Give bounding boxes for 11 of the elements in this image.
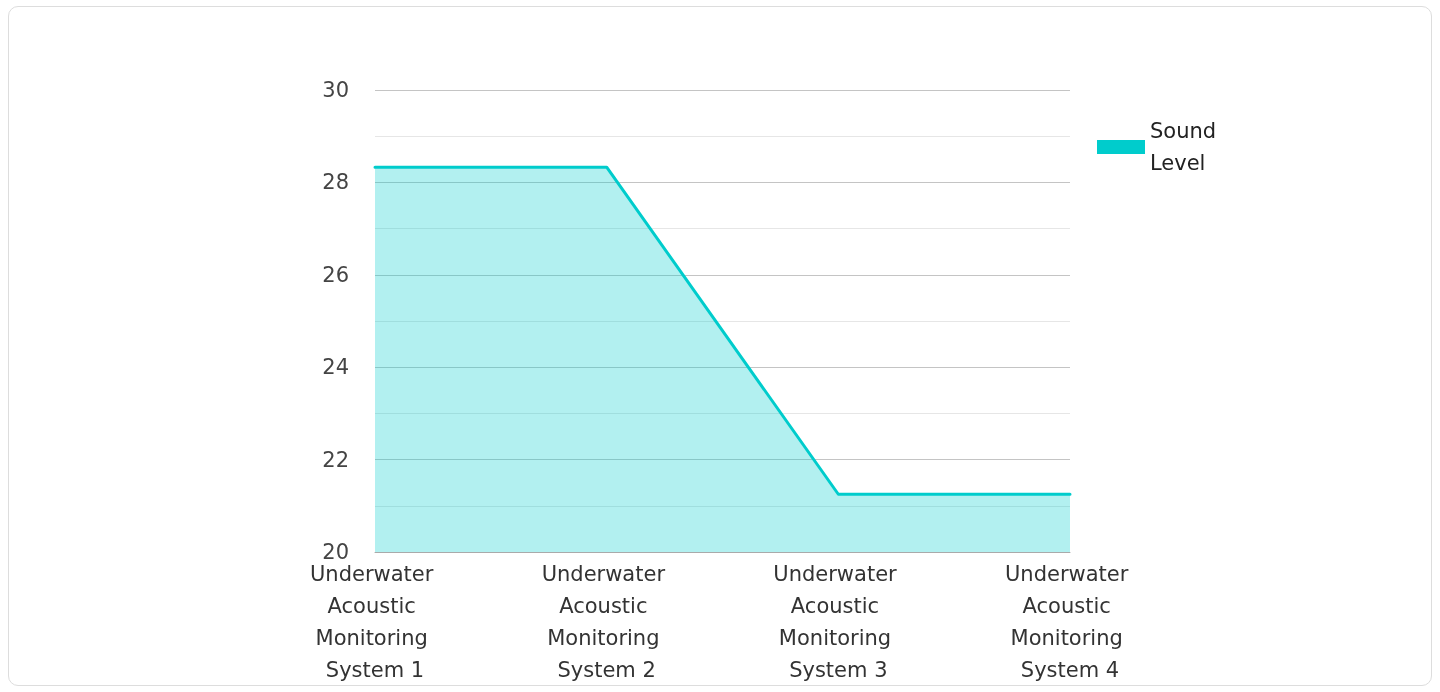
y-tick-label: 20 bbox=[322, 540, 349, 564]
x-tick-label: Underwater Acoustic Monitoring System 3 bbox=[773, 562, 904, 682]
x-tick-label: Underwater Acoustic Monitoring System 2 bbox=[541, 562, 672, 682]
y-tick-label: 28 bbox=[322, 170, 349, 195]
x-tick-label: Underwater Acoustic Monitoring System 4 bbox=[1004, 562, 1136, 682]
y-tick-label: 26 bbox=[322, 262, 349, 287]
y-tick-label: 30 bbox=[322, 78, 349, 102]
legend-label: Sound Level bbox=[1150, 119, 1223, 175]
x-tick-label: Underwater Acoustic Monitoring System 1 bbox=[309, 562, 441, 682]
y-tick-label: 24 bbox=[322, 355, 349, 380]
y-tick-label: 22 bbox=[322, 447, 349, 472]
